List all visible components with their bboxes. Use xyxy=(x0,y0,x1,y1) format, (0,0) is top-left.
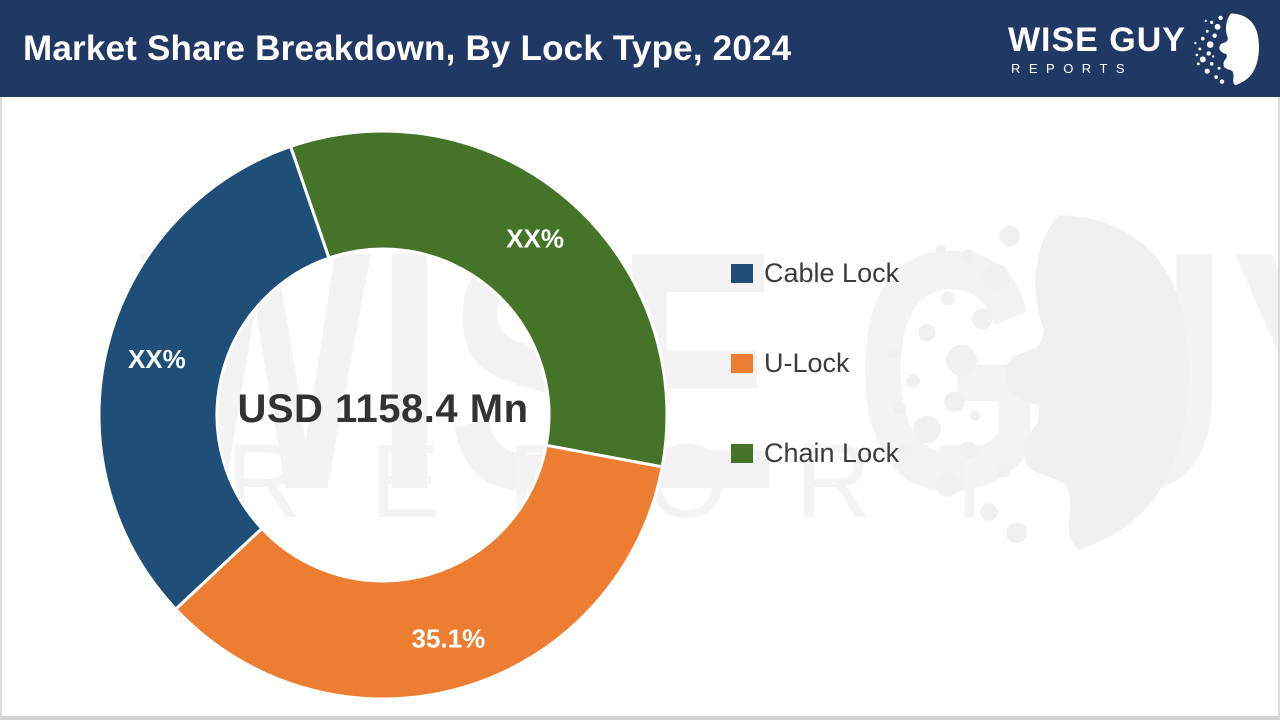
page-title: Market Share Breakdown, By Lock Type, 20… xyxy=(23,28,792,68)
logo-wordmark: WISE GUY xyxy=(1007,20,1186,59)
legend-label: Cable Lock xyxy=(764,257,900,288)
donut-chart: XX% 35.1% XX% xyxy=(97,129,669,701)
donut-segment-cable-lock xyxy=(97,144,331,611)
header-bar: Market Share Breakdown, By Lock Type, 20… xyxy=(0,0,1280,97)
legend-swatch-cable-lock xyxy=(731,263,753,283)
chart-area: WISE GUY REPORTS XX% 35.1% XX% USD 1158.4 … xyxy=(0,97,1280,720)
donut-segment-chain-lock xyxy=(289,129,669,469)
logo-face-icon xyxy=(1188,10,1262,88)
wiseguy-logo: WISE GUY REPORTS xyxy=(1008,10,1262,88)
legend-swatch-u-lock xyxy=(731,353,753,373)
legend-label: U-Lock xyxy=(764,347,850,378)
legend-item-chain-lock: Chain Lock xyxy=(731,435,899,471)
legend-item-cable-lock: Cable Lock xyxy=(731,255,899,291)
legend-item-u-lock: U-Lock xyxy=(731,345,899,381)
segment-label: 35.1% xyxy=(412,624,486,654)
donut-segment-u-lock xyxy=(174,443,664,701)
legend-swatch-chain-lock xyxy=(731,443,753,463)
legend-label: Chain Lock xyxy=(764,437,900,468)
logo-text: WISE GUY REPORTS xyxy=(1008,23,1186,75)
segment-label: XX% xyxy=(128,344,186,374)
chart-center-value: USD 1158.4 Mn xyxy=(237,387,529,431)
segment-label: XX% xyxy=(506,224,564,254)
logo-subtitle: REPORTS xyxy=(1010,60,1134,76)
chart-legend: Cable Lock U-Lock Chain Lock xyxy=(731,255,899,525)
